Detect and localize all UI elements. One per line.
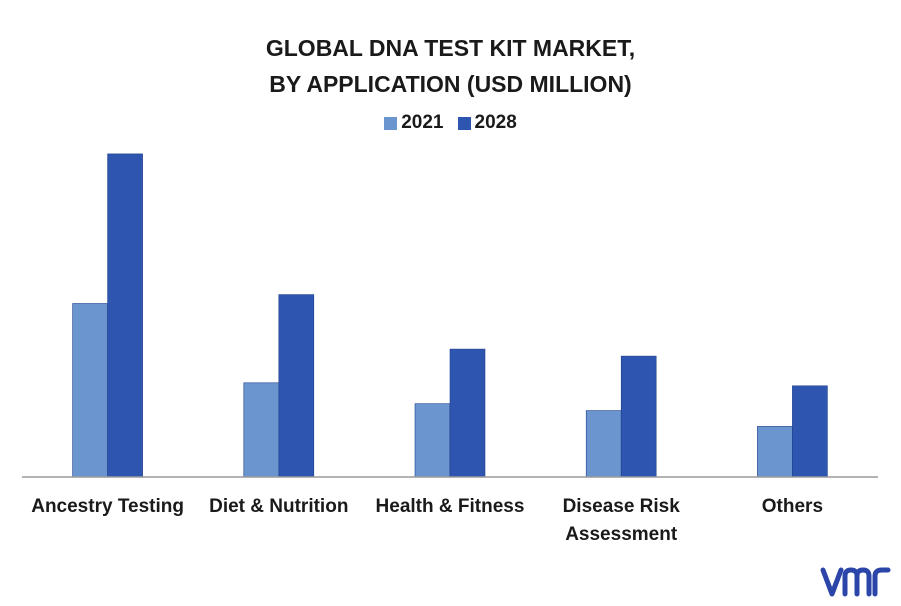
bar-2021-2 <box>414 403 451 478</box>
bar-2028-4 <box>792 385 828 478</box>
bar-2028-3 <box>620 355 657 478</box>
bar-2021-0 <box>72 303 108 478</box>
bar-2021-3 <box>585 410 622 478</box>
legend-item-2028: 2028 <box>457 112 517 134</box>
x-tick-label-line: Disease Risk <box>562 496 680 517</box>
x-tick-label: Ancestry Testing <box>22 493 193 521</box>
legend-swatch-2021 <box>384 116 398 130</box>
chart-title-line-2: BY APPLICATION (USD MILLION) <box>269 71 632 97</box>
legend-label-2028: 2028 <box>474 112 517 133</box>
x-tick-label: Others <box>707 493 878 521</box>
x-tick-label-line: Ancestry Testing <box>31 496 184 517</box>
bar-2021-1 <box>243 382 280 478</box>
legend-swatch-2028 <box>457 116 471 130</box>
chart-title: GLOBAL DNA TEST KIT MARKET, BY APPLICATI… <box>0 30 901 102</box>
x-tick-label-line: Others <box>761 496 824 517</box>
legend-label-2021: 2021 <box>401 112 444 133</box>
bar-2028-1 <box>278 294 315 478</box>
x-tick-label-line: Diet & Nutrition <box>209 496 349 517</box>
legend: 2021 2028 <box>0 112 901 134</box>
x-tick-label: Health & Fitness <box>364 493 535 521</box>
vmr-logo <box>820 567 891 597</box>
bar-2028-0 <box>107 153 143 478</box>
chart-title-line-1: GLOBAL DNA TEST KIT MARKET, <box>265 35 636 61</box>
bar-2021-4 <box>757 426 793 478</box>
x-tick-label-line: Assessment <box>565 524 678 545</box>
x-tick-label-line: Health & Fitness <box>375 496 525 517</box>
legend-item-2021: 2021 <box>384 112 444 134</box>
bar-2028-2 <box>449 348 486 478</box>
x-tick-label: Disease Risk Assessment <box>536 493 707 549</box>
x-tick-label: Diet & Nutrition <box>193 493 364 521</box>
